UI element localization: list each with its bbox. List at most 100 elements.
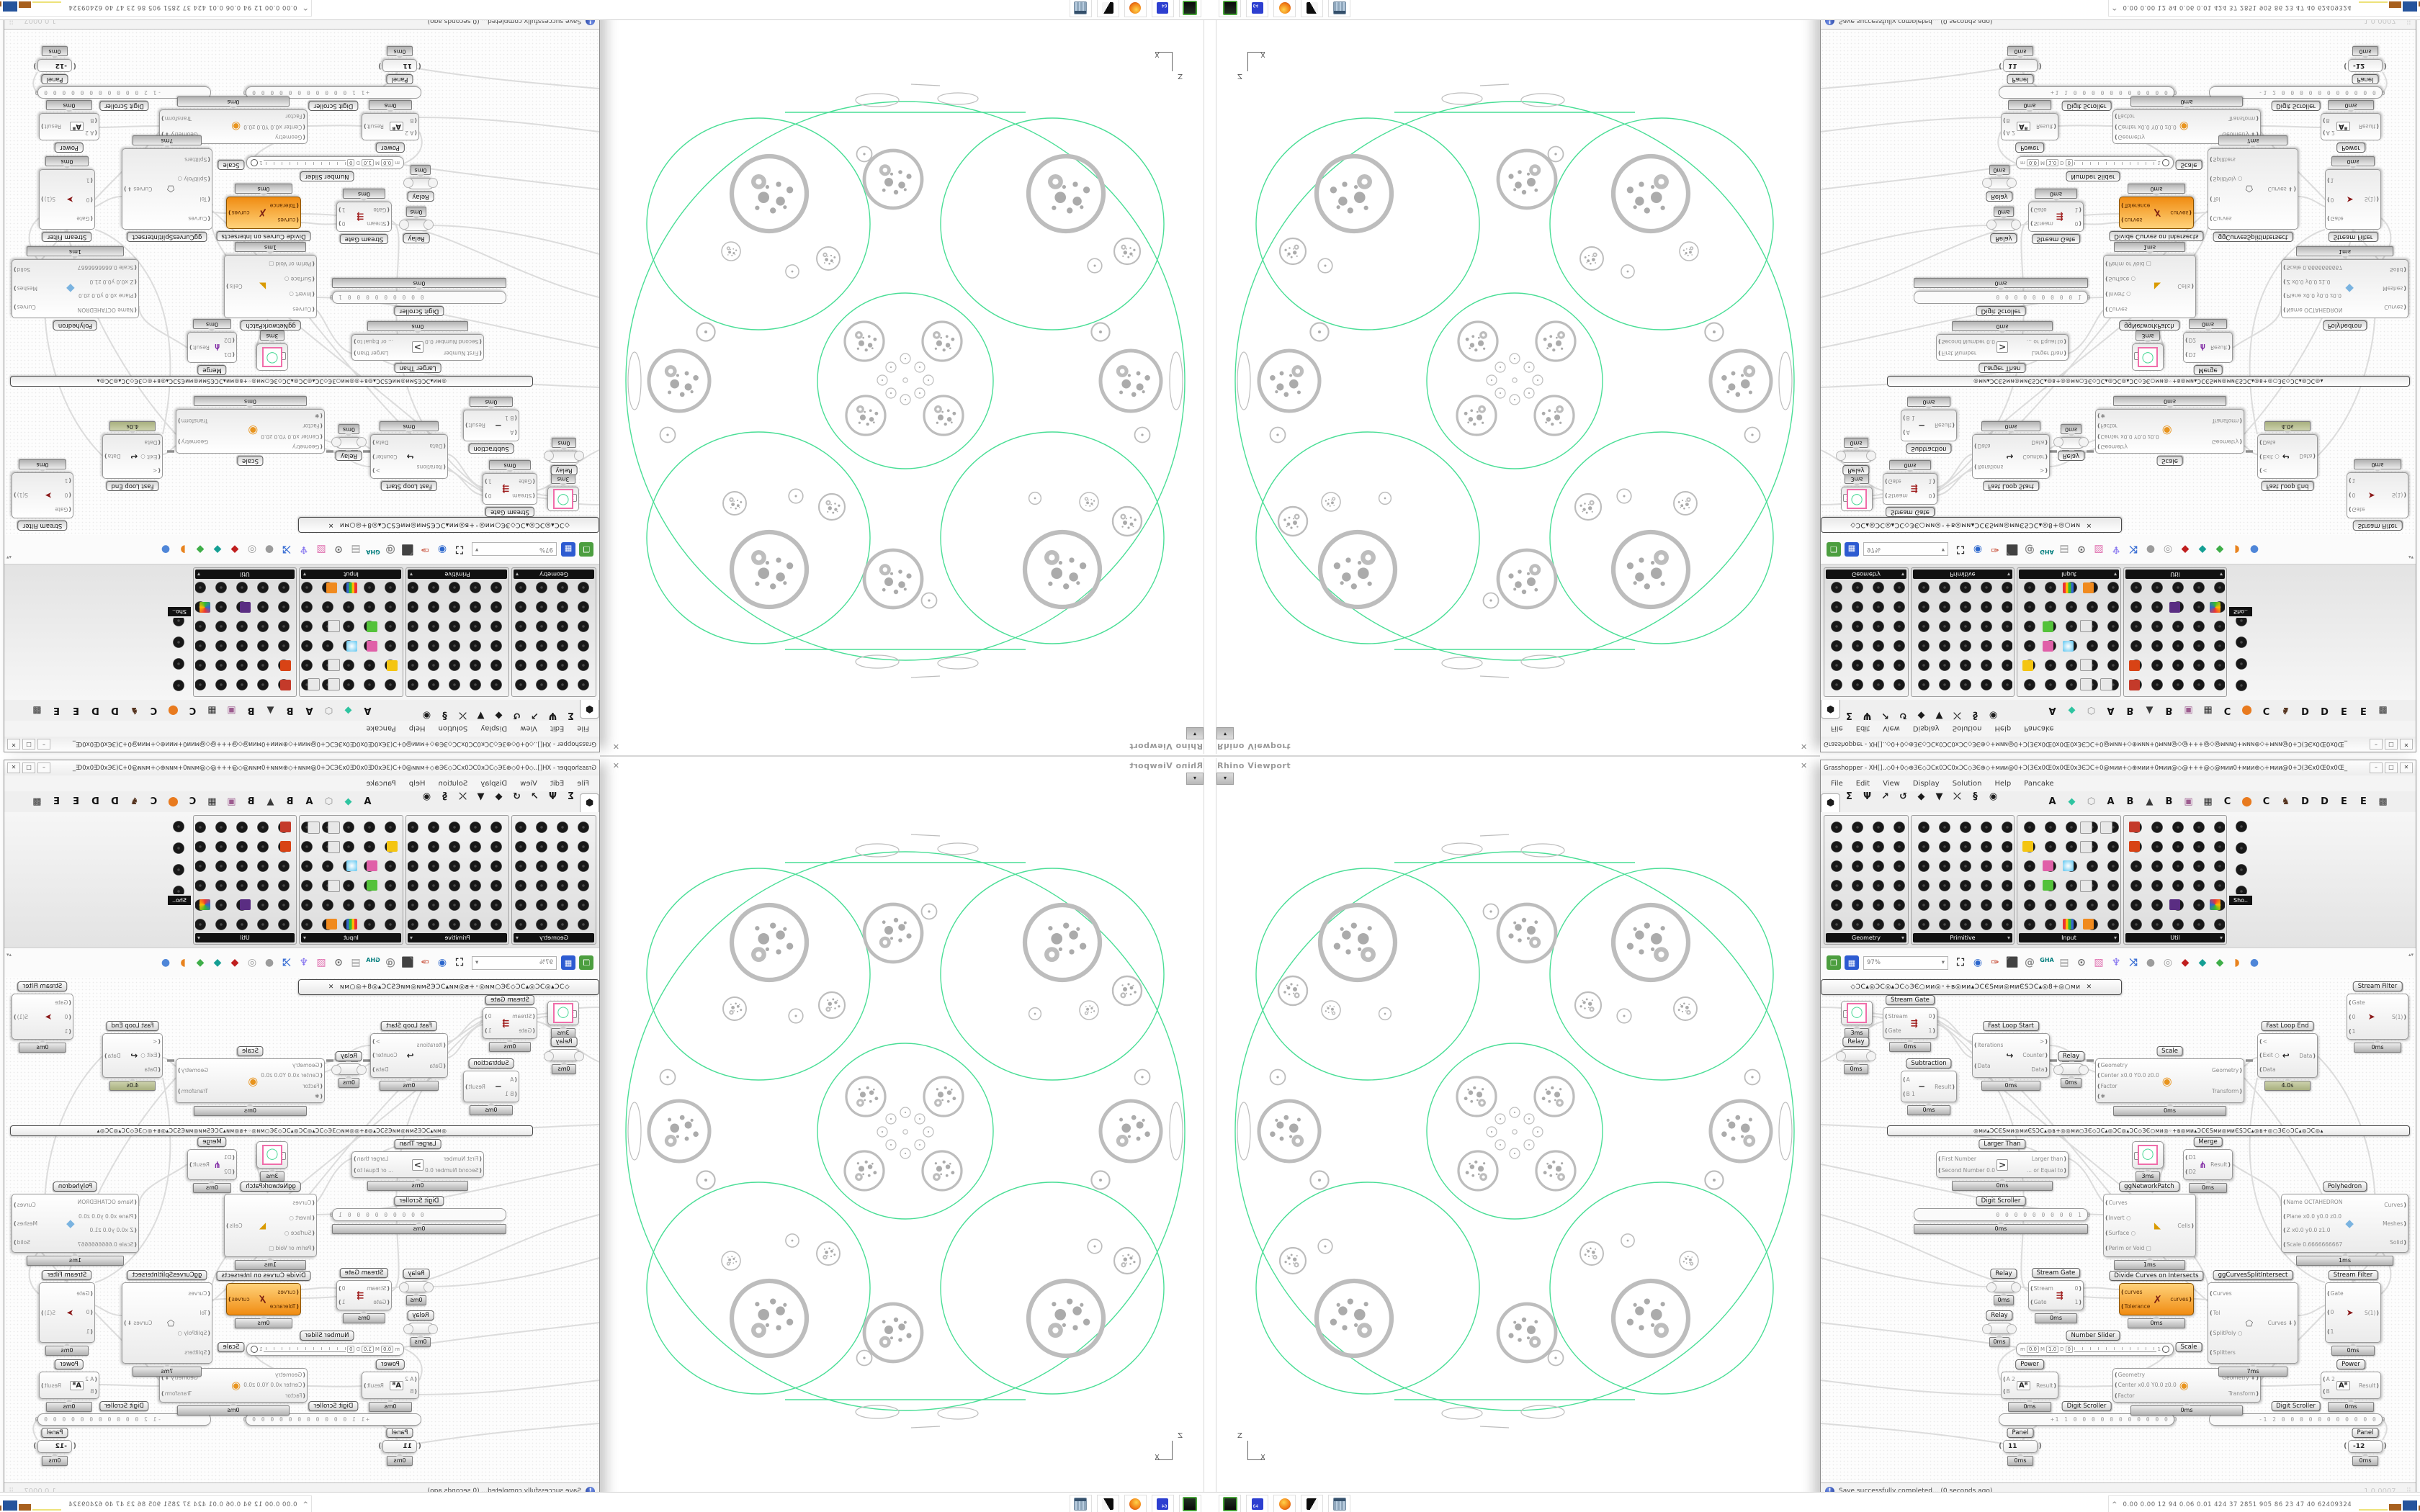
category-tab-icon[interactable]: ▼ <box>477 710 485 721</box>
gh-component[interactable]: Larger Than First Number Second Number 0… <box>1936 1139 2069 1191</box>
viewport-menu-button[interactable]: ▾ <box>1186 727 1204 739</box>
output-port[interactable]: S(1) <box>14 492 28 499</box>
toolbar-icon[interactable]: ◆ <box>2198 957 2207 968</box>
component-body[interactable]: -12 <box>2348 59 2383 72</box>
gh-component[interactable]: Curves Invert ○ Surface ○ Perim or Void … <box>2103 242 2196 318</box>
toolbar-icon[interactable]: ✑ <box>1991 957 1999 968</box>
input-port[interactable]: Gate <box>373 1299 390 1305</box>
gh-component[interactable]: Divide Curves on Intersects curves Toler… <box>216 1271 311 1328</box>
floppy-64-icon[interactable] <box>1152 0 1174 17</box>
input-port[interactable]: Iterations <box>417 1042 446 1048</box>
category-tab-letter[interactable]: B <box>2165 705 2173 716</box>
component-body[interactable]: First Number Second Number 0.0 > Larger … <box>351 1151 484 1178</box>
menu-item[interactable]: Display <box>1912 779 1940 788</box>
input-port[interactable]: Splitters <box>184 1349 210 1356</box>
gh-component[interactable]: Scale Geometry Center x0.0 Y0.0 z0.0 Fac… <box>2095 1046 2244 1116</box>
component-name-tag[interactable]: Stream Filter <box>2328 232 2378 242</box>
menu-item[interactable]: Edit <box>1855 779 1870 788</box>
palette-icon[interactable] <box>2063 582 2074 593</box>
gh-component[interactable]: ggCurvesSplitIntersect Curves Tol SplitP… <box>2208 135 2298 242</box>
output-port[interactable]: Cells <box>226 284 243 290</box>
gh-component[interactable]: Relay <box>2053 1051 2089 1088</box>
input-port[interactable]: Exit ○ <box>140 454 161 460</box>
toolbar-icon[interactable]: GHA <box>2040 549 2054 555</box>
expand-icon[interactable]: ^ <box>2112 1501 2118 1508</box>
gh-component[interactable]: Subtraction A B 1 − Result <box>1901 397 1957 454</box>
component-name-tag[interactable]: Relay <box>2057 1051 2085 1061</box>
output-port[interactable]: 1 <box>339 207 346 213</box>
menu-item[interactable]: Solution <box>438 779 468 788</box>
gh-component[interactable]: Fast Loop Start Iterations Data ↪ > <box>1972 1021 2050 1091</box>
gh-component[interactable]: Merge D1 D2 ⋔ Result <box>2183 319 2233 375</box>
component-body[interactable]: D1 D2 ⋔ Result <box>2183 332 2233 363</box>
window-titlebar[interactable]: Grasshopper - XH[]..◇0+0◇⊕ЗЄ◇ƆCк0ƆC0хƆC◇… <box>1821 760 2416 775</box>
input-port[interactable]: SplitPoly ○ <box>2210 1330 2243 1336</box>
calculator-icon[interactable] <box>1070 0 1092 17</box>
input-port[interactable]: Gate <box>2327 215 2344 222</box>
toolbar-icon[interactable]: ⊙ <box>334 957 343 968</box>
component-body[interactable] <box>1839 451 1873 463</box>
input-port[interactable]: Surface ○ <box>284 276 315 282</box>
input-port[interactable]: Geometry <box>2097 1062 2128 1068</box>
gh-component[interactable]: Digit Scroller 0 0 0 0 0 0 0 0 0 1 0 <box>1914 278 2092 316</box>
component-body[interactable]: Iterations Data ↪ > Counter Data <box>1972 1033 2050 1078</box>
category-tab-letter[interactable]: E <box>2360 796 2367 807</box>
emulator-icon[interactable] <box>1179 0 1201 17</box>
toolbar-icon[interactable]: ● <box>2146 544 2156 555</box>
slider-track[interactable] <box>2074 160 2156 166</box>
component-body[interactable] <box>407 178 434 189</box>
output-port[interactable]: Result <box>189 344 210 351</box>
toolbar-icon[interactable]: ⛶ <box>456 957 463 968</box>
gh-component[interactable]: Power A 2 B Aᴮ Result <box>362 1359 419 1412</box>
palette-group-label[interactable]: Primitive <box>408 570 507 579</box>
close-button[interactable]: ✕ <box>2400 739 2413 750</box>
input-port[interactable]: Invert ○ <box>2105 291 2131 297</box>
input-port[interactable]: A 2 <box>2003 1376 2015 1382</box>
palette-icon-grid[interactable] <box>301 817 401 932</box>
component-body[interactable]: -12 <box>37 1440 72 1453</box>
input-port[interactable]: 0 <box>65 1014 71 1020</box>
rhino-viewport[interactable]: Rhino Viewport ✕ ▾ <box>1210 756 1820 1493</box>
menu-item[interactable]: File <box>1831 724 1843 733</box>
palette-icon[interactable] <box>328 822 340 834</box>
input-port[interactable]: Scale 0.6666666667 <box>2283 1241 2342 1248</box>
chevron-down-icon[interactable]: ▾ <box>1941 546 1945 553</box>
component-body[interactable] <box>2057 437 2085 449</box>
palette-icon[interactable] <box>367 621 377 632</box>
toolbar-icon[interactable]: ● <box>264 544 274 555</box>
palette-icon[interactable] <box>328 678 340 690</box>
cat-icon[interactable] <box>1301 0 1323 17</box>
input-port[interactable]: Exit ○ <box>2259 1052 2280 1058</box>
toolbar-icon[interactable]: ▤ <box>351 544 361 555</box>
slider-digits-field[interactable]: 0 <box>2065 159 2074 166</box>
input-port[interactable]: Gate <box>1885 479 1901 485</box>
component-name-tag[interactable]: Stream Gate <box>2031 1268 2081 1278</box>
category-tab-letter[interactable]: B <box>2165 796 2173 807</box>
input-port[interactable]: 0 <box>86 1309 93 1315</box>
input-port[interactable]: Plane x0.0 y0.0 z0.0 <box>2283 1213 2341 1220</box>
category-tab-letter[interactable]: ▣ <box>227 796 236 807</box>
input-port[interactable]: 1 <box>86 1328 93 1335</box>
component-body[interactable]: < Exit ○ Data ↩ Data <box>102 1033 163 1078</box>
slider-handle[interactable] <box>2162 1346 2169 1353</box>
toolbar-icon[interactable]: ● <box>264 957 274 968</box>
gh-component[interactable]: Stream Gate Stream Gate ⇶ 0 1 <box>483 995 537 1052</box>
gh-component[interactable]: 1 ◯ 3ms <box>2132 330 2164 371</box>
output-port[interactable]: Result <box>2359 1382 2379 1389</box>
component-body[interactable] <box>1836 1049 1876 1061</box>
gh-component[interactable]: Relay <box>1836 1037 1876 1074</box>
input-port[interactable]: Name OCTAHEDRON <box>78 1199 137 1205</box>
slider-max-field[interactable]: 1.0 <box>361 1346 374 1353</box>
palette-group-label[interactable]: Util <box>2125 933 2225 942</box>
input-port[interactable]: First Number <box>1938 350 1976 356</box>
component-name-tag[interactable]: Digit Scroller <box>2061 1401 2112 1411</box>
category-tab-letter[interactable]: ▣ <box>2184 796 2193 807</box>
gh-component[interactable]: Panel 11 <box>1999 1428 2042 1466</box>
palette-icon[interactable] <box>326 919 337 930</box>
category-tab-icon[interactable]: ▼ <box>1935 710 1943 721</box>
category-tab-icon[interactable]: ⤫ <box>459 710 467 721</box>
output-port[interactable]: Geometry <box>178 438 208 445</box>
palette-icon[interactable] <box>2080 620 2092 632</box>
input-port[interactable]: Exit ○ <box>2259 454 2280 460</box>
